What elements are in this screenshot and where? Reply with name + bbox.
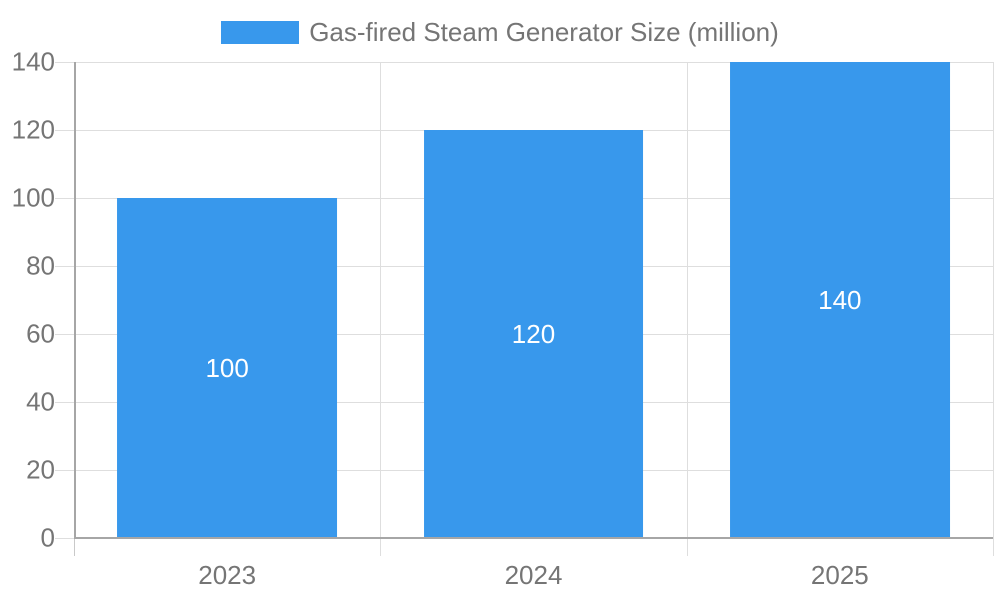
x-axis: 2023 2024 2025 [74,538,993,600]
x-axis-label: 2024 [504,560,563,590]
y-tick [55,266,74,267]
y-tick [55,130,74,131]
y-tick [55,198,74,199]
bar: 120 [423,130,644,538]
h-gridline [74,62,993,63]
y-axis-line [74,62,76,538]
v-gridline [380,62,382,556]
y-axis-label: 20 [26,454,55,485]
y-axis-label: 140 [11,46,55,77]
y-tick [55,402,74,403]
bar: 100 [117,198,338,538]
y-axis-tick [74,538,75,556]
x-axis-label: 2025 [810,560,869,590]
legend-swatch [221,20,300,44]
y-axis-label: 120 [11,114,55,145]
bar-value-label: 100 [205,352,249,383]
x-axis-label: 2023 [198,560,257,590]
bar-value-label: 120 [511,318,556,349]
y-axis: 0 20 40 60 80 100 120 140 [0,47,55,553]
y-tick [55,334,74,335]
bar: 140 [729,62,950,538]
plot-area: 100 120 140 [55,62,994,556]
y-axis-label: 0 [40,522,55,553]
bar-value-label: 140 [818,284,862,315]
y-tick [55,470,74,471]
x-axis-line [74,537,993,539]
legend-item[interactable]: Gas-fired Steam Generator Size (million) [0,16,1000,47]
y-axis-label: 40 [26,386,55,417]
y-axis-label: 100 [11,182,55,213]
y-axis-label: 80 [26,250,55,281]
y-axis-label: 60 [26,318,55,349]
y-tick [55,538,74,539]
legend-label: Gas-fired Steam Generator Size (million) [309,16,779,47]
v-gridline [993,62,994,556]
v-gridline [686,62,688,556]
y-tick [55,62,74,63]
